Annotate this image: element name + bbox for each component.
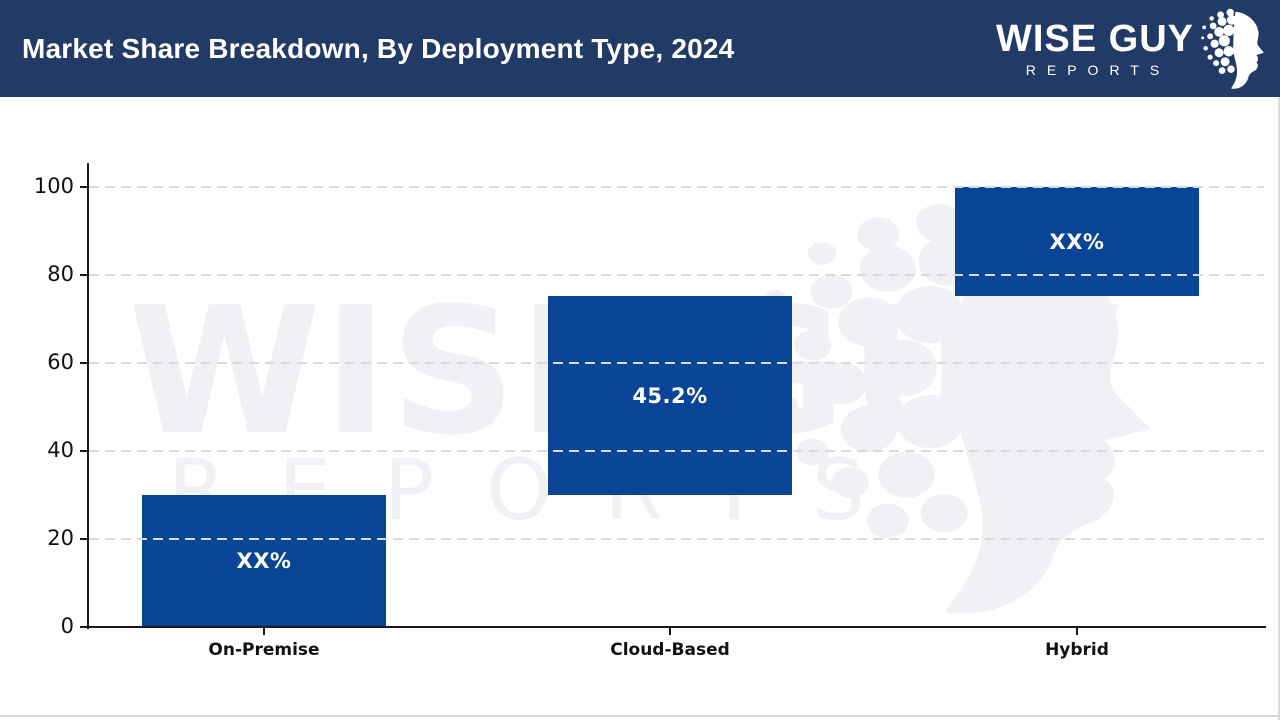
x-tick-mark [263, 628, 265, 635]
gridline-y-80 [89, 274, 1264, 276]
y-tick-label: 40 [47, 438, 74, 462]
brand-logo-text: WISE GUY REPORTS [996, 19, 1194, 79]
y-tick-mark [80, 626, 88, 628]
right-divider [1278, 97, 1280, 720]
x-category-label: Hybrid [1045, 640, 1109, 660]
gridline-y-60 [89, 362, 1264, 364]
x-tick-mark [1076, 628, 1078, 635]
bar-value-label: 45.2% [632, 383, 708, 408]
y-tick-mark [80, 362, 88, 364]
bar-value-label: XX% [1049, 229, 1105, 254]
brand-tagline: REPORTS [1025, 62, 1171, 78]
gridline-y-40 [89, 450, 1264, 452]
brand-wordmark: WISE GUY [995, 18, 1194, 60]
x-tick-mark [669, 628, 671, 635]
y-tick-label: 0 [60, 614, 74, 638]
x-category-label: On-Premise [208, 640, 320, 660]
bottom-divider [0, 715, 1280, 717]
chart-plot-area: 0 20 40 60 80 100 XX% On-Premise 45.2% Cloud-Base… [0, 97, 1280, 720]
y-tick-label: 100 [33, 174, 74, 198]
y-tick-label: 80 [47, 262, 74, 286]
y-tick-mark [80, 186, 88, 188]
bar-value-label: XX% [236, 549, 292, 573]
bar-on-premise: XX% [142, 495, 386, 627]
watermark-face-icon [756, 203, 1151, 614]
dotted-face-icon [1201, 8, 1264, 89]
bar-cloud-based: 45.2% [548, 296, 792, 495]
gridline-y-20 [89, 538, 1264, 540]
brand-logo: WISE GUY REPORTS [996, 6, 1272, 92]
gridline-y-100 [89, 186, 1264, 188]
x-axis-line [87, 626, 1266, 628]
y-tick-label: 20 [47, 526, 74, 550]
y-tick-mark [80, 538, 88, 540]
page-title: Market Share Breakdown, By Deployment Ty… [22, 32, 735, 64]
bar-hybrid: XX% [955, 187, 1199, 297]
y-tick-mark [80, 274, 88, 276]
y-axis-line [87, 163, 89, 629]
x-category-label: Cloud-Based [610, 640, 730, 660]
header-bar: Market Share Breakdown, By Deployment Ty… [0, 0, 1280, 97]
y-tick-mark [80, 450, 88, 452]
y-tick-label: 60 [47, 350, 74, 374]
